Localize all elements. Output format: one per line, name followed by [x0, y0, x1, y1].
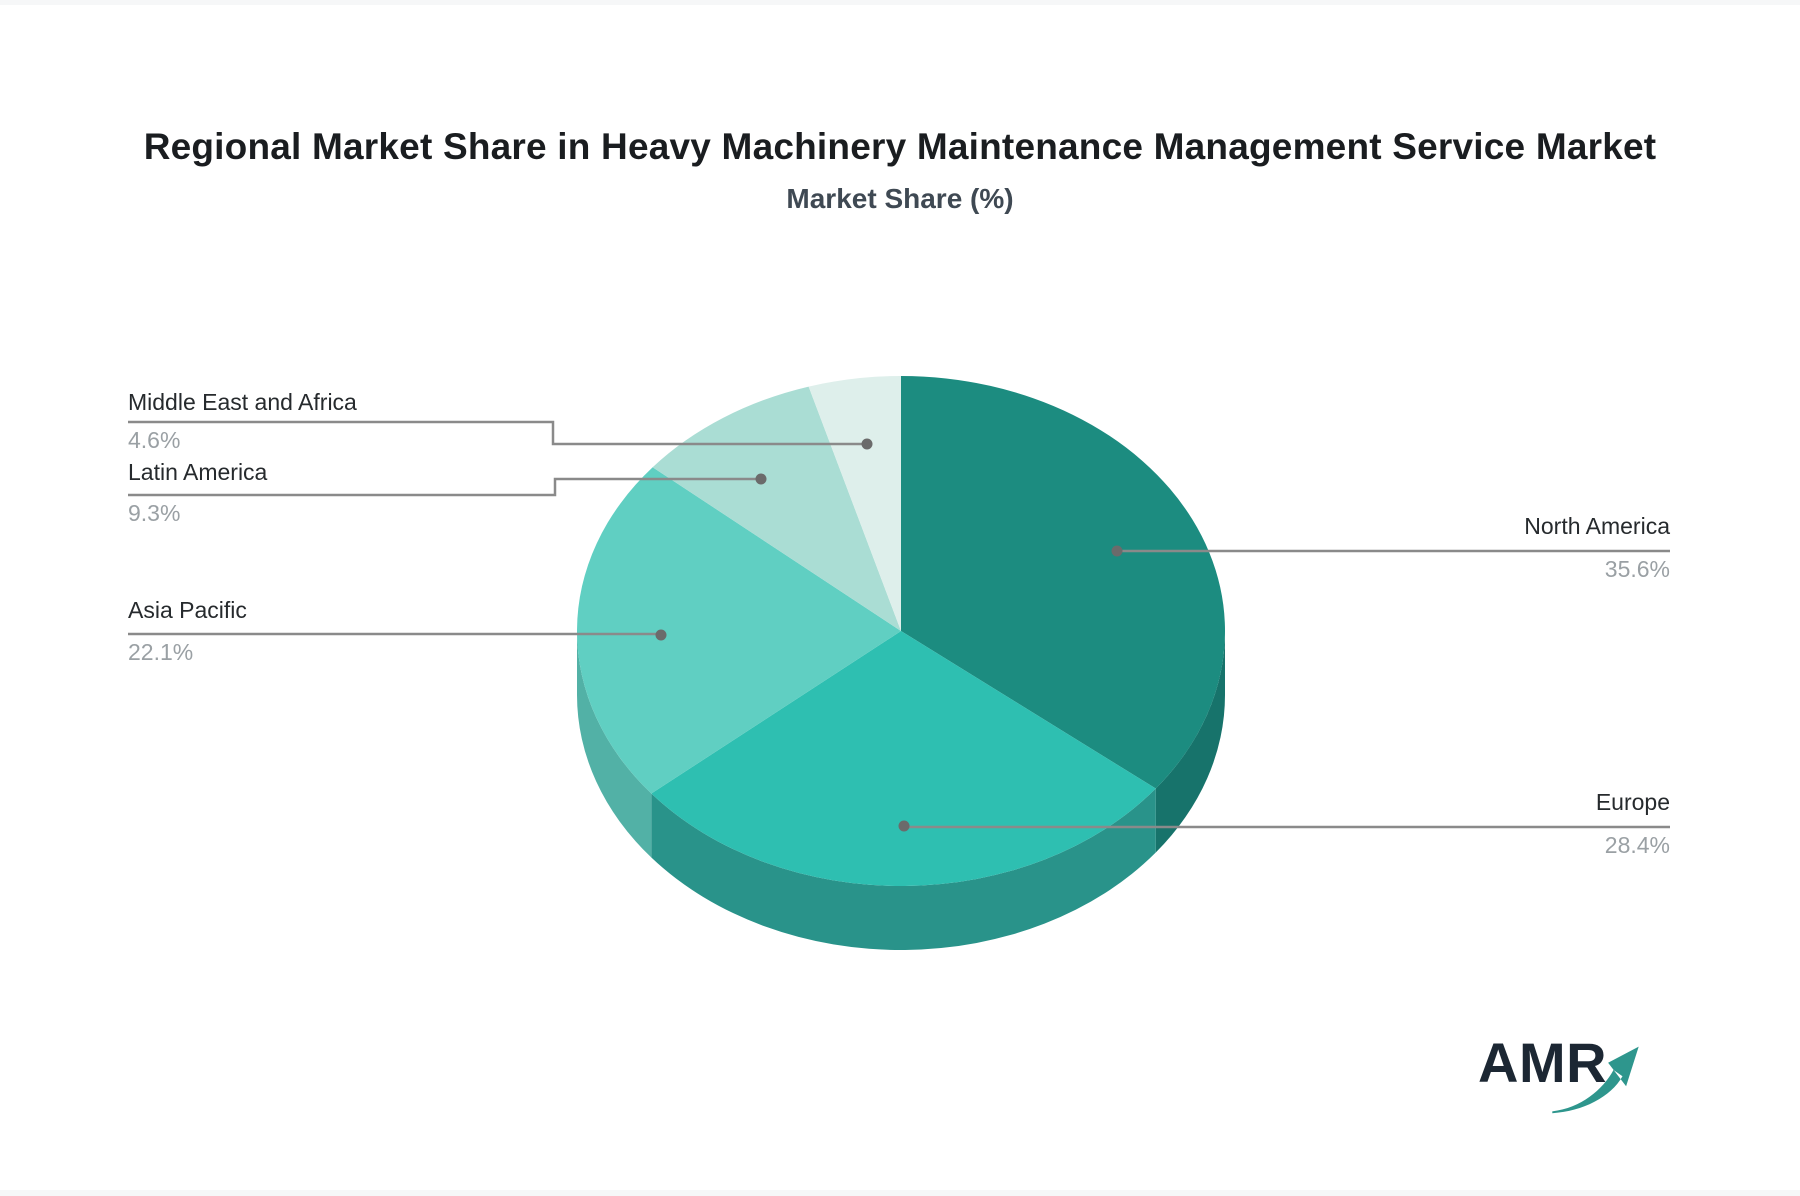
slice-value-middle-east-and-africa: 4.6% [128, 427, 181, 453]
growth-arrow-icon [1552, 1046, 1639, 1114]
chart-title: Regional Market Share in Heavy Machinery… [143, 126, 1657, 167]
pie-slice-middle-east-and-africa[interactable] [808, 376, 901, 631]
leader-dot-north-america [1111, 545, 1123, 557]
pie-slice-side-europe [651, 788, 1156, 950]
amr-logo-text: AMR [1478, 1031, 1608, 1094]
pie-slice-side-asia-pacific [577, 631, 652, 858]
pie-slice-side-north-america [1155, 631, 1225, 853]
top-edge-strip [0, 0, 1800, 5]
pie-slice-europe[interactable] [651, 631, 1156, 887]
pie-slice-asia-pacific[interactable] [576, 467, 901, 794]
slice-label-north-america: North America [1524, 513, 1670, 539]
leader-dot-middle-east-and-africa [861, 438, 873, 450]
pie-slice-latin-america[interactable] [652, 386, 901, 631]
pie-slice-north-america[interactable] [901, 376, 1226, 789]
slice-value-latin-america: 9.3% [128, 500, 181, 526]
slice-value-europe: 28.4% [1604, 832, 1670, 858]
amr-logo: AMR [1478, 1035, 1698, 1125]
slice-label-europe: Europe [1595, 789, 1670, 815]
slice-value-north-america: 35.6% [1604, 556, 1670, 582]
leader-dot-europe [898, 820, 910, 832]
slice-label-latin-america: Latin America [128, 459, 268, 485]
leader-line-latin-america [128, 477, 761, 497]
slice-label-middle-east-and-africa: Middle East and Africa [128, 389, 357, 415]
bottom-edge-strip [0, 1190, 1800, 1196]
leader-dot-asia-pacific [655, 629, 667, 641]
slice-value-asia-pacific: 22.1% [128, 639, 194, 665]
leader-line-middle-east-and-africa [128, 420, 867, 446]
chart-subtitle: Market Share (%) [786, 183, 1014, 214]
leader-dot-latin-america [755, 473, 767, 485]
growth-arrow-path [1552, 1046, 1639, 1114]
slice-label-asia-pacific: Asia Pacific [128, 597, 247, 623]
